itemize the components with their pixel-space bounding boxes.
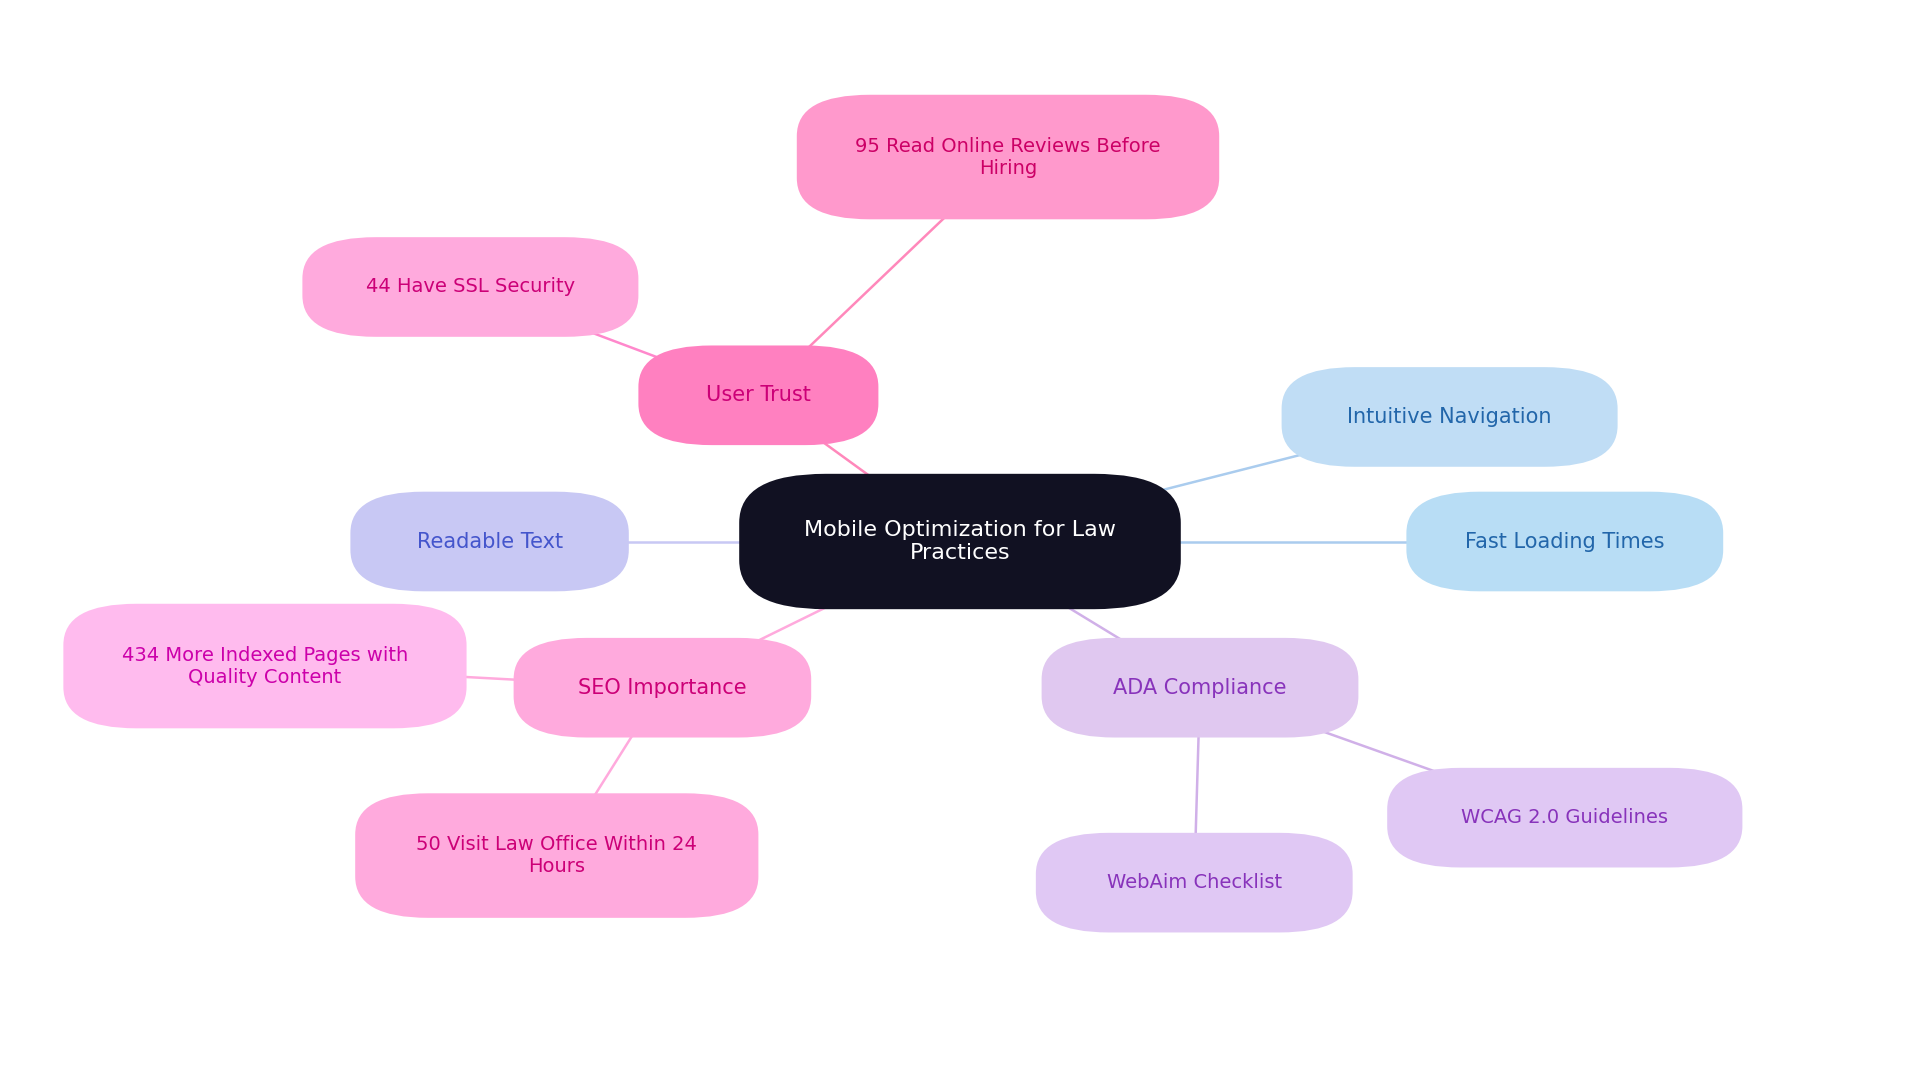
FancyBboxPatch shape xyxy=(513,638,810,738)
FancyBboxPatch shape xyxy=(1041,638,1359,738)
Text: WebAim Checklist: WebAim Checklist xyxy=(1106,873,1283,892)
FancyBboxPatch shape xyxy=(1037,833,1352,932)
Text: WCAG 2.0 Guidelines: WCAG 2.0 Guidelines xyxy=(1461,808,1668,827)
FancyBboxPatch shape xyxy=(1386,768,1741,867)
FancyBboxPatch shape xyxy=(1283,367,1617,467)
Text: User Trust: User Trust xyxy=(707,386,810,405)
Text: Fast Loading Times: Fast Loading Times xyxy=(1465,532,1665,551)
FancyBboxPatch shape xyxy=(739,474,1181,609)
Text: Intuitive Navigation: Intuitive Navigation xyxy=(1348,407,1551,427)
Text: 95 Read Online Reviews Before
Hiring: 95 Read Online Reviews Before Hiring xyxy=(854,136,1162,178)
Text: 434 More Indexed Pages with
Quality Content: 434 More Indexed Pages with Quality Cont… xyxy=(121,645,409,687)
FancyBboxPatch shape xyxy=(301,237,637,337)
FancyBboxPatch shape xyxy=(355,794,758,918)
Text: 44 Have SSL Security: 44 Have SSL Security xyxy=(367,277,574,297)
Text: Readable Text: Readable Text xyxy=(417,532,563,551)
FancyBboxPatch shape xyxy=(637,345,879,445)
FancyBboxPatch shape xyxy=(63,604,467,728)
FancyBboxPatch shape xyxy=(797,95,1219,219)
Text: 50 Visit Law Office Within 24
Hours: 50 Visit Law Office Within 24 Hours xyxy=(417,835,697,876)
FancyBboxPatch shape xyxy=(349,492,630,591)
Text: SEO Importance: SEO Importance xyxy=(578,678,747,697)
Text: Mobile Optimization for Law
Practices: Mobile Optimization for Law Practices xyxy=(804,520,1116,563)
FancyBboxPatch shape xyxy=(1405,492,1722,591)
Text: ADA Compliance: ADA Compliance xyxy=(1114,678,1286,697)
